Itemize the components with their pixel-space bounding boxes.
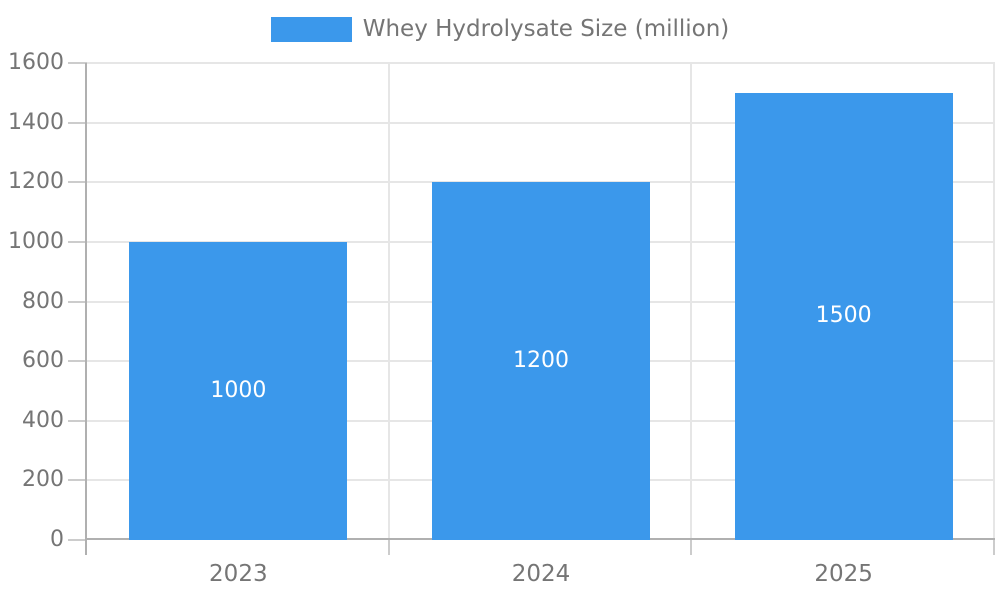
x-axis-tick <box>993 540 995 555</box>
gridline-vertical <box>387 63 390 540</box>
y-tick-label: 1400 <box>8 109 64 135</box>
x-tick-label-2023: 2023 <box>209 561 268 587</box>
gridline-horizontal <box>87 121 995 124</box>
y-axis-tick <box>68 419 87 422</box>
y-axis-line <box>85 63 87 555</box>
y-tick-label: 200 <box>22 467 64 493</box>
x-axis-tick <box>387 540 390 555</box>
y-tick-label: 1600 <box>8 50 64 75</box>
y-axis-tick <box>68 121 87 124</box>
y-axis-tick <box>68 479 87 482</box>
x-axis-tick <box>690 540 693 555</box>
y-tick-label: 800 <box>22 288 64 314</box>
y-axis-tick <box>68 62 87 64</box>
bar-2024[interactable]: 1200 <box>432 182 650 540</box>
y-tick-label: 1000 <box>8 228 64 254</box>
plot-area: 0 200 400 600 800 1000 1200 1400 1600 1000 2023 120… <box>8 50 995 587</box>
gridline-vertical <box>690 63 693 540</box>
bar-value-label: 1000 <box>210 377 267 403</box>
bar-value-label: 1200 <box>513 348 569 374</box>
bar-2025[interactable]: 1500 <box>734 92 953 540</box>
legend-label: Whey Hydrolysate Size (million) <box>362 16 730 42</box>
y-axis-tick <box>68 181 87 184</box>
x-tick-label-2025: 2025 <box>814 561 873 587</box>
y-tick-label: 600 <box>22 348 64 374</box>
bar-2023[interactable]: 1000 <box>129 241 348 540</box>
y-axis-tick <box>68 300 87 303</box>
legend[interactable]: Whey Hydrolysate Size (million) <box>0 16 1000 42</box>
y-axis-tick <box>68 360 87 363</box>
x-tick-label-2024: 2024 <box>511 561 571 587</box>
bar-value-label: 1500 <box>815 303 872 329</box>
y-tick-label: 400 <box>22 407 64 433</box>
legend-swatch <box>270 16 352 42</box>
y-axis-tick <box>68 539 87 541</box>
gridline-vertical <box>993 63 995 540</box>
gridline-horizontal <box>87 62 995 64</box>
y-tick-label: 1200 <box>8 169 64 195</box>
y-axis-tick <box>68 240 87 243</box>
y-tick-label: 0 <box>50 527 64 552</box>
